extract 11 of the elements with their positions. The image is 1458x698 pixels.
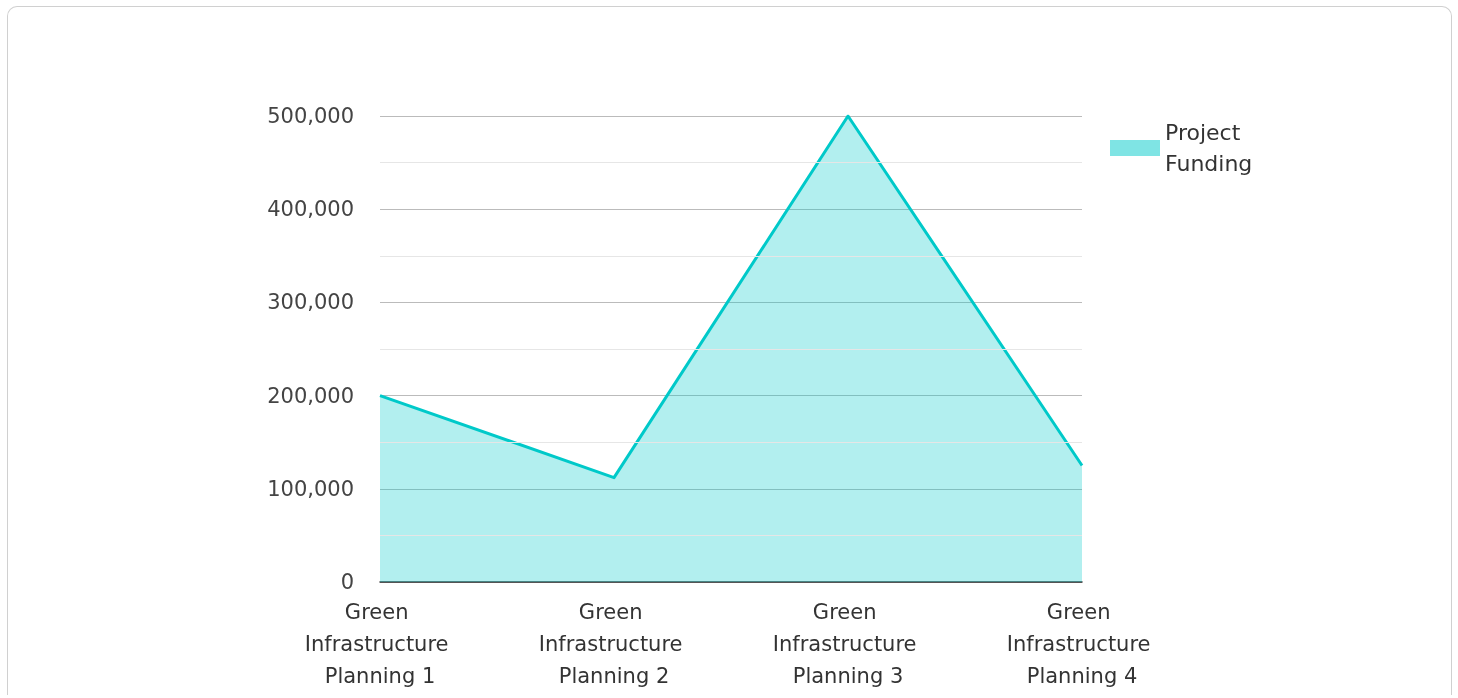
- x-tick-label: Green Infrastructure Planning 3: [772, 600, 924, 688]
- y-tick-label: 200,000: [267, 383, 354, 408]
- y-tick-label: 300,000: [267, 290, 354, 315]
- x-tick-label: Green Infrastructure Planning 2: [538, 600, 690, 688]
- y-tick-label: 0: [340, 570, 354, 594]
- y-tick-label: 100,000: [267, 476, 354, 501]
- y-tick-label: 500,000: [267, 104, 354, 128]
- legend-label: Project Funding: [1165, 120, 1253, 176]
- y-tick-label: 400,000: [267, 197, 354, 222]
- x-tick-label: Green Infrastructure Planning 1: [304, 600, 456, 688]
- x-tick-label: Green Infrastructure Planning 4: [1006, 600, 1158, 688]
